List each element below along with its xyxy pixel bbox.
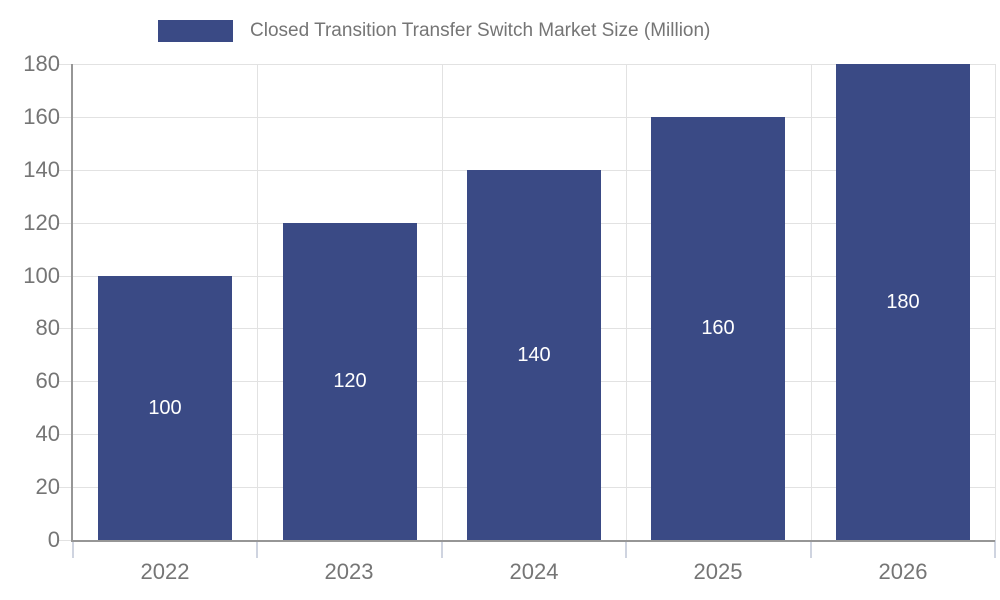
y-axis-tick [57,540,73,541]
y-axis-tick-label: 40 [35,421,60,446]
y-axis-tick-label: 140 [23,157,60,182]
x-axis-tick [441,540,443,558]
bar-2024: 140 [467,170,601,540]
y-axis-tick-label: 100 [23,263,60,288]
x-axis-tick [256,540,258,558]
bar-value-label: 180 [886,290,920,313]
legend-item[interactable]: Closed Transition Transfer Switch Market… [158,20,710,42]
bar-2026: 180 [836,64,970,540]
y-axis-tick-label: 0 [47,527,60,552]
y-axis-tick-label: 160 [23,104,60,129]
gridline-vertical [442,64,443,540]
bar-2023: 120 [283,223,417,540]
y-axis-tick [57,170,73,171]
y-axis-tick-label: 120 [23,210,60,235]
x-axis-tick [625,540,627,558]
legend-label: Closed Transition Transfer Switch Market… [250,20,711,41]
y-axis-tick [57,328,73,329]
bar-2022: 100 [98,276,232,540]
x-axis-tick-label: 2026 [878,559,928,584]
bar-value-label: 140 [517,343,551,366]
y-axis-tick [57,487,73,488]
y-axis-tick-label: 80 [35,315,60,340]
x-axis-tick [810,540,812,558]
y-axis-tick [57,381,73,382]
x-axis-tick-label: 2023 [324,559,374,584]
bar-value-label: 100 [148,396,182,419]
x-axis-tick-label: 2022 [140,559,190,584]
gridline-vertical [811,64,812,540]
gridline-horizontal [73,117,995,118]
gridline-vertical [257,64,258,540]
y-axis-tick [57,117,73,118]
gridline-vertical [626,64,627,540]
bar-2025: 160 [651,117,785,540]
bar-value-label: 120 [333,370,367,392]
y-axis-tick-label: 60 [35,368,60,393]
y-axis-tick [57,434,73,435]
legend-swatch-icon[interactable] [158,20,233,42]
x-axis-tick-label: 2025 [693,559,743,584]
y-axis-line [71,64,73,540]
gridline-vertical [995,64,996,540]
x-axis-line [71,540,995,542]
y-axis-tick [57,223,73,224]
y-axis-tick-label: 20 [35,474,60,499]
y-axis-tick [57,276,73,277]
x-axis-tick [72,540,74,558]
x-axis-tick-label: 2024 [509,559,559,584]
y-axis-tick [57,64,73,65]
y-axis-tick-label: 180 [23,51,60,76]
gridline-horizontal [73,64,995,65]
bar-value-label: 160 [701,317,735,339]
x-axis-tick [994,540,996,558]
